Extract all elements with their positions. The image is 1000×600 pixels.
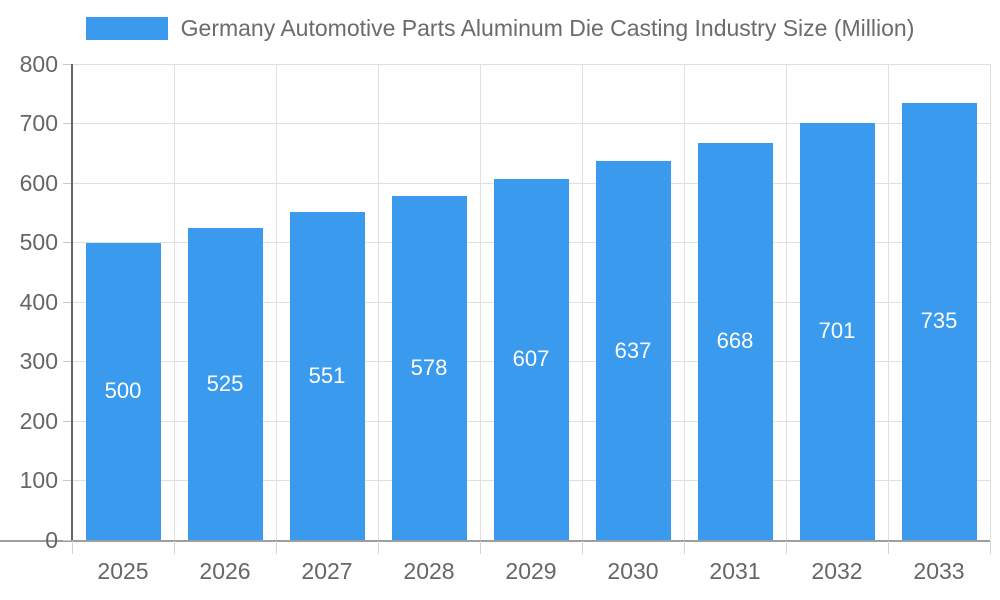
y-axis-tick-label: 300	[19, 348, 58, 374]
v-gridline	[989, 64, 991, 540]
h-gridline	[72, 123, 990, 124]
legend-swatch-icon	[85, 16, 168, 40]
y-axis-tick	[63, 301, 71, 303]
bar-value-label: 500	[104, 378, 142, 404]
x-axis-tick-label: 2028	[403, 558, 455, 584]
bar-value-label: 735	[920, 308, 958, 334]
x-axis-tick	[275, 541, 277, 554]
x-axis-tick-label: 2032	[811, 558, 863, 584]
y-axis-tick	[63, 123, 71, 124]
x-axis-tick	[683, 541, 685, 554]
legend-label: Germany Automotive Parts Aluminum Die Ca…	[180, 15, 915, 41]
x-axis-tick-label: 2026	[199, 558, 251, 584]
bar: 668	[697, 142, 773, 540]
y-axis-tick	[63, 361, 71, 362]
bar-value-label: 701	[818, 318, 856, 344]
x-axis-tick	[173, 541, 175, 554]
y-axis-tick-label: 200	[19, 407, 58, 434]
bar-value-label: 578	[410, 355, 448, 381]
y-axis-tick-label: 600	[19, 169, 58, 196]
bar-value-label: 525	[206, 370, 244, 396]
h-gridline	[72, 63, 990, 65]
bar: 637	[595, 161, 671, 540]
v-gridline	[683, 64, 685, 540]
x-axis-line	[0, 540, 990, 542]
x-axis-tick-label: 2025	[97, 558, 149, 584]
x-axis-tick-label: 2027	[301, 558, 353, 584]
y-axis-tick-label: 400	[19, 288, 58, 315]
bar: 578	[391, 196, 467, 540]
x-axis-tick	[479, 541, 481, 554]
bar-value-label: 668	[716, 328, 754, 354]
chart-legend: Germany Automotive Parts Aluminum Die Ca…	[0, 14, 1000, 42]
plot-area: 500 525 551 578 607 637 668 701 735	[72, 63, 991, 540]
x-axis-tick	[989, 541, 991, 554]
x-axis-tick-label: 2031	[709, 558, 761, 584]
bar: 735	[901, 102, 977, 540]
v-gridline	[275, 64, 277, 540]
x-axis-tick	[785, 541, 787, 554]
v-gridline	[785, 64, 787, 540]
y-axis-tick	[63, 539, 71, 541]
x-axis-tick-label: 2029	[505, 558, 557, 584]
bar: 701	[799, 122, 875, 540]
y-axis-tick	[63, 242, 71, 243]
y-axis-tick-label: 700	[19, 110, 58, 136]
y-axis-line	[71, 64, 73, 541]
x-axis-tick	[71, 541, 73, 554]
y-axis-tick-label: 100	[19, 467, 58, 493]
y-axis-tick	[63, 63, 71, 65]
y-axis-tick	[63, 182, 71, 184]
y-axis-tick-label: 0	[45, 526, 58, 553]
x-axis-tick	[377, 541, 379, 554]
v-gridline	[581, 64, 583, 540]
v-gridline	[377, 64, 379, 540]
v-gridline	[479, 64, 481, 540]
x-axis-tick-label: 2030	[607, 558, 659, 584]
v-gridline	[887, 64, 889, 540]
bar-value-label: 551	[308, 363, 346, 389]
legend-item[interactable]: Germany Automotive Parts Aluminum Die Ca…	[85, 14, 915, 42]
x-axis-tick-label: 2033	[913, 558, 965, 584]
y-axis-tick-label: 500	[19, 229, 58, 255]
x-axis-tick	[887, 541, 889, 554]
x-axis-tick	[581, 541, 583, 554]
y-axis-tick	[63, 420, 71, 422]
bar: 607	[493, 178, 569, 540]
bar: 551	[289, 212, 365, 540]
v-gridline	[173, 64, 175, 540]
bar-value-label: 607	[512, 346, 550, 372]
y-axis-tick-label: 800	[19, 50, 58, 77]
bar: 500	[85, 242, 161, 540]
y-axis-tick	[63, 480, 71, 481]
bar: 525	[187, 227, 263, 540]
bar-value-label: 637	[614, 337, 652, 363]
